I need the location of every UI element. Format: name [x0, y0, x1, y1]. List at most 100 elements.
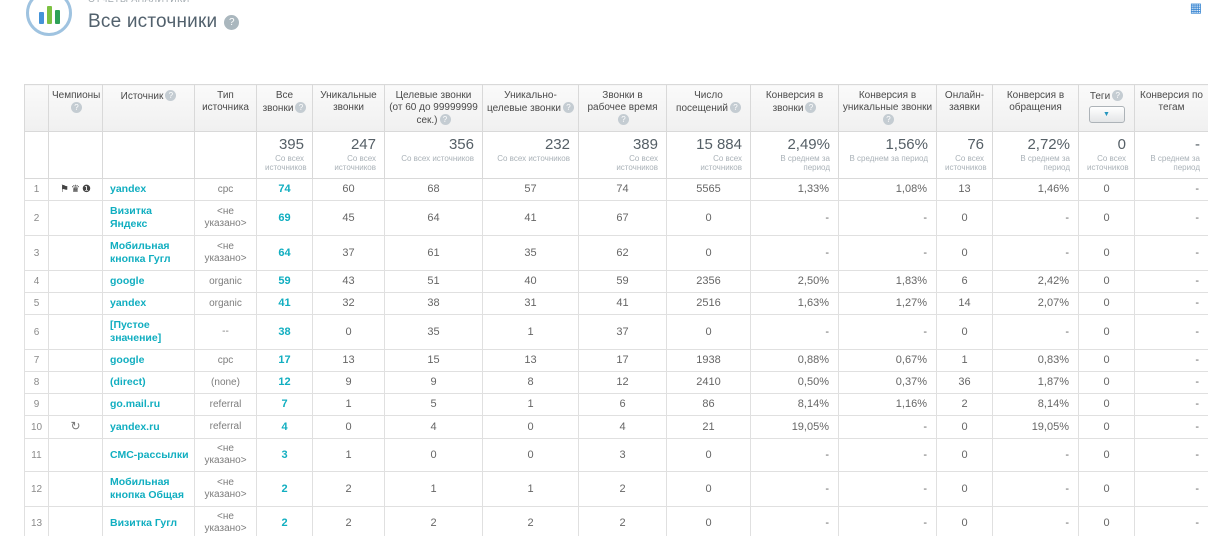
- all-calls-link[interactable]: 59: [278, 275, 291, 287]
- source-link[interactable]: google: [110, 354, 145, 366]
- help-icon[interactable]: ?: [295, 102, 307, 113]
- cell-visits: 1938: [666, 349, 751, 372]
- all-calls-link[interactable]: 69: [278, 211, 291, 224]
- source-link[interactable]: (direct): [110, 376, 146, 388]
- all-calls-link[interactable]: 2: [281, 482, 288, 495]
- col-header-working_hours_calls[interactable]: Звонки в рабочее время?: [578, 84, 667, 132]
- col-header-all_calls[interactable]: Все звонки?: [256, 84, 313, 132]
- cell-num: 9: [24, 393, 49, 416]
- col-header-conv_calls[interactable]: Конверсия в звонки?: [750, 84, 839, 132]
- all-calls-link[interactable]: 17: [278, 354, 291, 366]
- summary-cell-tags: 0 Со всех источников: [1078, 131, 1135, 179]
- cell-target_calls: 15: [384, 349, 483, 372]
- help-icon[interactable]: ?: [71, 102, 82, 113]
- col-header-num: [24, 84, 49, 132]
- summary-value: 2,49%: [787, 136, 830, 153]
- cell-source: Мобильная кнопка Общая: [102, 471, 195, 507]
- cell-num: 6: [24, 314, 49, 350]
- summary-cell-num: [24, 131, 49, 179]
- cell-unique_calls: 1: [312, 438, 385, 472]
- col-header-conv_inquiries[interactable]: Конверсия в обращения: [992, 84, 1079, 132]
- cell-target_calls: 2: [384, 506, 483, 536]
- cell-unique_calls: 37: [312, 235, 385, 271]
- cell-tags: 0: [1078, 415, 1135, 439]
- col-header-unique_calls[interactable]: Уникальные звонки: [312, 84, 385, 132]
- all-calls-link[interactable]: 41: [278, 297, 291, 309]
- cell-conv_calls: -: [750, 200, 839, 236]
- summary-value: 389: [632, 136, 658, 153]
- source-link[interactable]: СМС-рассылки: [110, 448, 189, 461]
- col-header-tags[interactable]: Теги? ▼: [1078, 84, 1135, 132]
- all-calls-link[interactable]: 74: [278, 183, 291, 195]
- cell-unique_calls: 1: [312, 393, 385, 416]
- tags-filter-button[interactable]: ▼: [1088, 106, 1125, 123]
- source-link[interactable]: google: [110, 275, 145, 287]
- help-icon[interactable]: ?: [729, 102, 741, 113]
- cell-conv_calls: -: [750, 471, 839, 507]
- all-calls-link[interactable]: 12: [278, 376, 291, 388]
- cell-conv_tags: -: [1134, 178, 1208, 201]
- help-icon[interactable]: ?: [562, 102, 574, 113]
- cell-all-calls: 4: [256, 415, 313, 439]
- columns-settings-icon[interactable]: ▦: [1189, 0, 1202, 15]
- table-row: 6 [Пустое значение] -- 38 0 35 1 37 0- -0-0-: [24, 314, 1208, 350]
- col-header-unique_target_calls[interactable]: Уникально-целевые звонки?: [482, 84, 579, 132]
- summary-cell-conv_calls: 2,49% В среднем за период: [750, 131, 839, 179]
- help-icon[interactable]: ?: [618, 114, 629, 125]
- table-row: 2 Визитка Яндекс <не указано> 69 45 64 41 67 0- -…: [24, 200, 1208, 236]
- help-icon[interactable]: ?: [1112, 90, 1124, 101]
- source-link[interactable]: yandex: [110, 297, 147, 309]
- help-icon[interactable]: ?: [805, 102, 817, 113]
- col-label: Конверсия в уникальные звонки: [842, 90, 933, 113]
- all-calls-link[interactable]: 2: [281, 516, 288, 529]
- col-header-conv_unique_calls[interactable]: Конверсия в уникальные звонки?: [838, 84, 937, 132]
- help-icon[interactable]: ?: [883, 114, 894, 125]
- col-header-source[interactable]: Источник?: [102, 84, 195, 132]
- cell-all-calls: 64: [256, 235, 313, 271]
- source-link[interactable]: yandex: [110, 183, 147, 195]
- source-link[interactable]: [Пустое значение]: [110, 319, 162, 344]
- cell-type: referral: [194, 393, 257, 416]
- cell-num: 7: [24, 349, 49, 372]
- all-calls-link[interactable]: 64: [278, 246, 291, 259]
- summary-cell-working_hours_calls: 389 Со всех источников: [578, 131, 667, 179]
- cell-type: <не указано>: [194, 235, 257, 271]
- col-label: Онлайн-заявки: [944, 90, 985, 113]
- source-link[interactable]: yandex.ru: [110, 420, 160, 433]
- source-link[interactable]: Визитка Яндекс: [110, 205, 152, 230]
- source-link[interactable]: Мобильная кнопка Общая: [110, 476, 184, 501]
- all-calls-link[interactable]: 4: [281, 420, 288, 433]
- cell-tags: 0: [1078, 292, 1135, 315]
- source-link[interactable]: Мобильная кнопка Гугл: [110, 240, 171, 265]
- all-calls-link[interactable]: 7: [281, 398, 288, 410]
- col-label: Конверсия в звонки: [765, 90, 824, 114]
- cell-conv_inquiries: -: [992, 235, 1079, 271]
- all-calls-link[interactable]: 3: [281, 448, 288, 461]
- col-header-conv_tags[interactable]: Конверсия по тегам: [1134, 84, 1208, 132]
- help-icon[interactable]: ?: [439, 114, 451, 125]
- all-calls-link[interactable]: 38: [278, 325, 291, 338]
- source-link[interactable]: Визитка Гугл: [110, 516, 178, 529]
- page-title: Все источники: [88, 11, 218, 32]
- title-help-icon[interactable]: ?: [224, 14, 240, 30]
- table-body: 1 ⚑ ♛ ❶ yandex cpc 74 60 68 57 74 5565 1,33% 1,08% 13 1…: [24, 178, 1208, 536]
- cell-conv_unique_calls: 1,83%: [838, 270, 937, 293]
- col-header-type[interactable]: Тип источника: [194, 84, 257, 132]
- report-logo-icon: [26, 0, 72, 36]
- help-icon[interactable]: ?: [165, 90, 177, 101]
- col-header-visits[interactable]: Число посещений?: [666, 84, 751, 132]
- table-row: 10 ↻ yandex.ru referral 4 0 4 0 4 21 19,05% -0 19,05…: [24, 415, 1208, 439]
- col-header-champions[interactable]: Чемпионы?: [48, 84, 103, 132]
- cell-source: (direct): [102, 371, 195, 394]
- cell-num: 13: [24, 506, 49, 536]
- cell-all-calls: 41: [256, 292, 313, 315]
- cell-all-calls: 17: [256, 349, 313, 372]
- table-row: 8 (direct) (none) 12 9 9 8 12 2410 0,50% 0,37% 36 1,…: [24, 371, 1208, 394]
- cell-visits: 0: [666, 506, 751, 536]
- col-label: Уникальные звонки: [320, 90, 377, 113]
- refresh-icon: ↻: [70, 419, 81, 433]
- summary-value: 247: [350, 136, 376, 153]
- col-header-target_calls[interactable]: Целевые звонки (от 60 до 99999999 сек.)?: [384, 84, 483, 132]
- source-link[interactable]: go.mail.ru: [110, 398, 161, 410]
- col-header-online_requests[interactable]: Онлайн-заявки: [936, 84, 993, 132]
